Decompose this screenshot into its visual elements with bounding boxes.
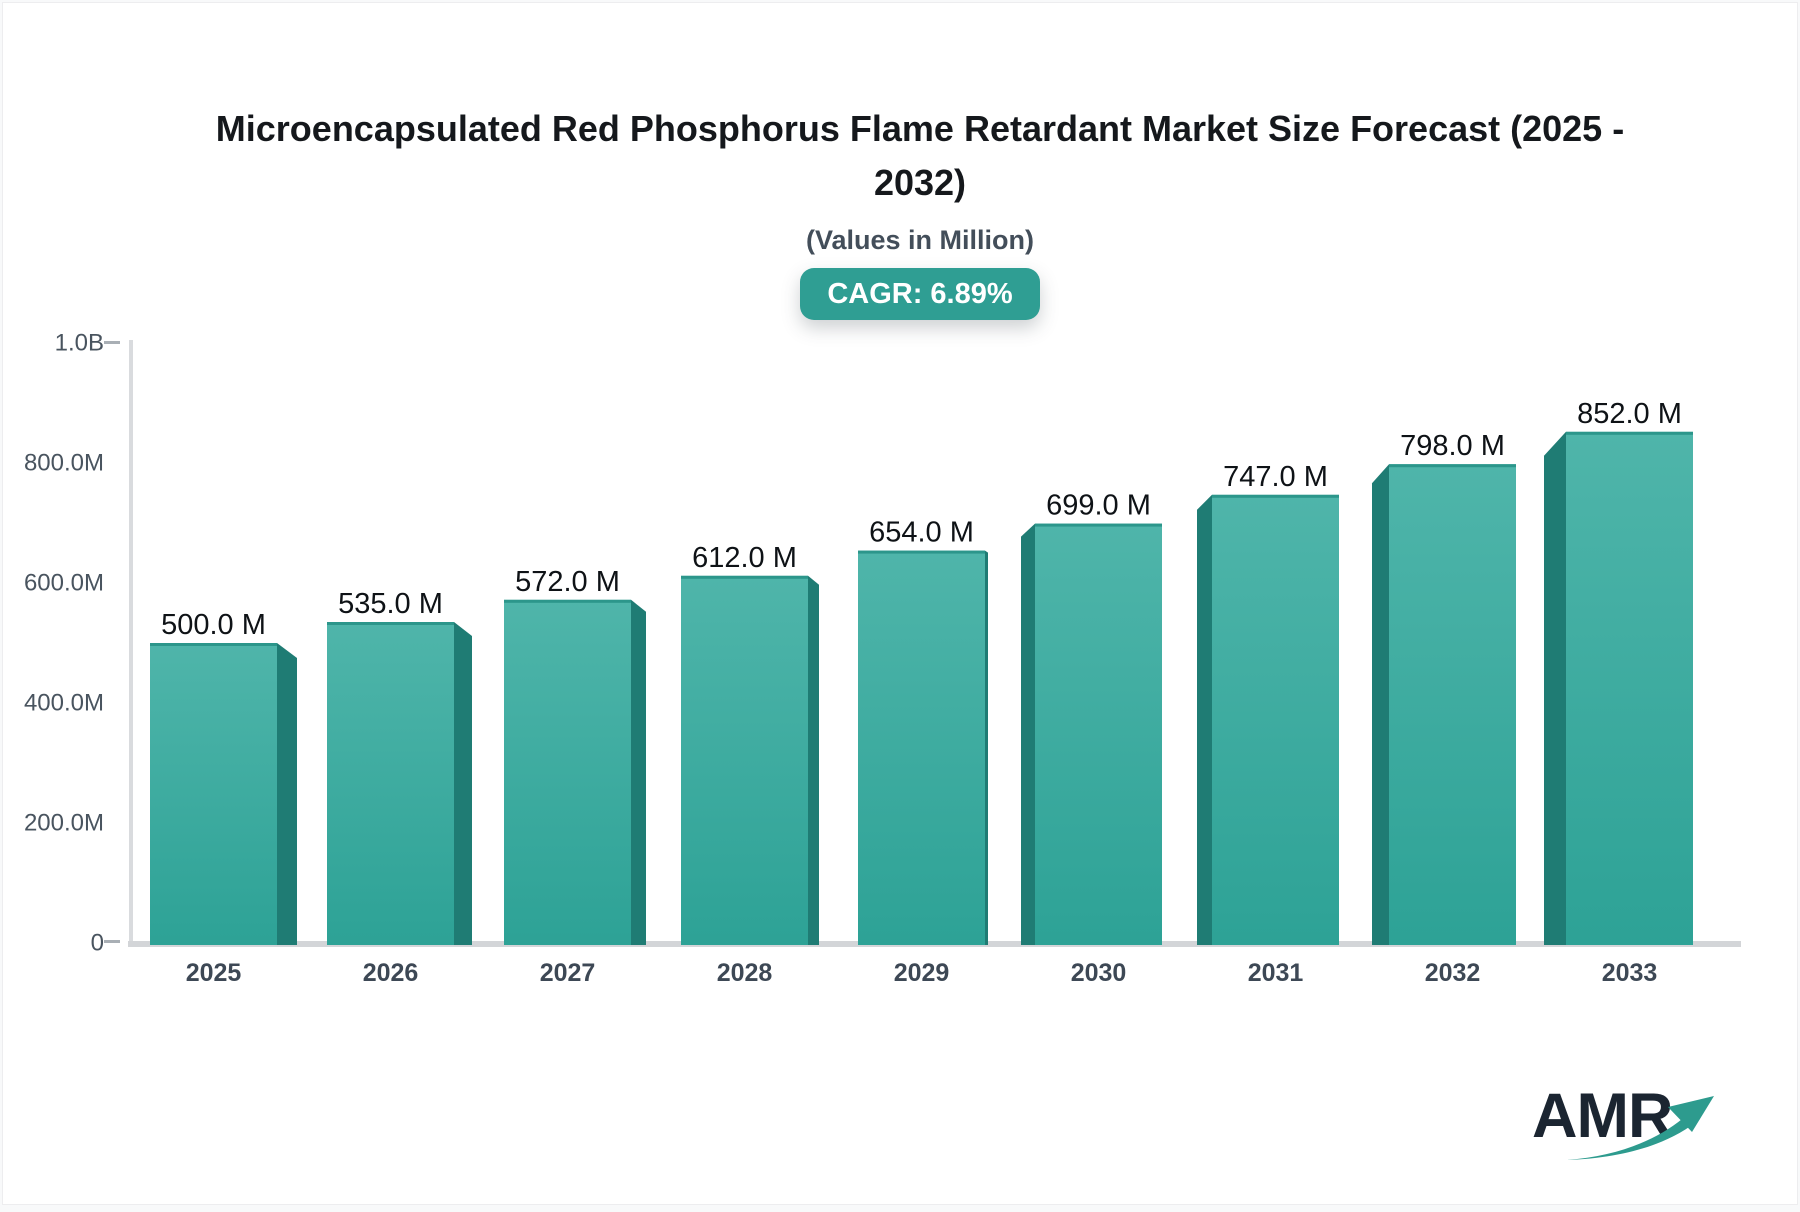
bar-value-label-2032: 798.0 M xyxy=(1400,430,1505,462)
bar-top-edge-2025 xyxy=(150,643,277,646)
x-tick-label-2026: 2026 xyxy=(363,959,419,987)
bar-value-label-2033: 852.0 M xyxy=(1577,398,1682,430)
bar-side-2030 xyxy=(1021,523,1035,945)
y-tick-label-0: 0 xyxy=(91,930,104,957)
x-tick-label-2030: 2030 xyxy=(1071,959,1127,987)
bar-2026[interactable] xyxy=(327,622,454,945)
amr-logo: AMR xyxy=(1532,1081,1722,1170)
bar-value-label-2025: 500.0 M xyxy=(161,609,266,641)
bar-side-2025 xyxy=(277,643,297,945)
y-tick-top xyxy=(104,341,120,344)
y-tick-label-800.0M: 800.0M xyxy=(24,450,104,477)
chart-title-line2: 2032) xyxy=(873,162,967,203)
x-tick-label-2028: 2028 xyxy=(717,959,773,987)
x-tick-label-2025: 2025 xyxy=(186,959,242,987)
bar-side-2032 xyxy=(1372,464,1389,945)
bar-top-edge-2026 xyxy=(327,622,454,625)
chart-subtitle: (Values in Million) xyxy=(805,225,1035,255)
cagr-badge: CAGR: 6.89% xyxy=(800,268,1040,320)
bar-side-2028 xyxy=(808,575,819,945)
y-tick-label-400.0M: 400.0M xyxy=(24,690,104,717)
bar-side-2027 xyxy=(631,599,646,945)
bar-2031[interactable] xyxy=(1212,494,1339,945)
y-axis-line xyxy=(129,340,133,947)
bar-2028[interactable] xyxy=(681,575,808,945)
amr-logo-text: AMR xyxy=(1532,1081,1673,1151)
chart-title-line1: Microencapsulated Red Phosphorus Flame R… xyxy=(215,108,1625,149)
chart-header: Microencapsulated Red Phosphorus Flame R… xyxy=(40,102,1800,320)
bar-side-2029 xyxy=(985,550,988,945)
bar-top-edge-2027 xyxy=(504,599,631,603)
x-tick-label-2033: 2033 xyxy=(1602,959,1658,987)
bar-value-label-2026: 535.0 M xyxy=(338,588,443,620)
y-tick-label-200.0M: 200.0M xyxy=(24,810,104,837)
x-tick-label-2031: 2031 xyxy=(1248,959,1304,987)
bar-value-label-2030: 699.0 M xyxy=(1046,490,1151,522)
bar-top-edge-2031 xyxy=(1212,494,1339,498)
bar-top-edge-2032 xyxy=(1389,464,1516,468)
bar-side-2033 xyxy=(1544,431,1566,945)
bar-value-label-2031: 747.0 M xyxy=(1223,461,1328,493)
bar-top-edge-2028 xyxy=(681,575,808,579)
bar-2029[interactable] xyxy=(858,550,985,945)
bar-2032[interactable] xyxy=(1389,464,1516,945)
y-tick-label-600.0M: 600.0M xyxy=(24,570,104,597)
y-tick-zero xyxy=(104,940,120,943)
bar-top-edge-2029 xyxy=(858,550,985,554)
y-tick-label-1.0B: 1.0B xyxy=(55,330,104,357)
x-tick-label-2027: 2027 xyxy=(540,959,596,987)
bar-2025[interactable] xyxy=(150,643,277,945)
bar-side-2026 xyxy=(454,622,472,945)
trend-arrow-icon xyxy=(1567,1096,1714,1160)
x-tick-label-2029: 2029 xyxy=(894,959,950,987)
bar-2030[interactable] xyxy=(1035,523,1162,945)
bar-value-label-2029: 654.0 M xyxy=(869,517,974,549)
bar-side-2031 xyxy=(1197,494,1212,945)
bar-top-edge-2030 xyxy=(1035,523,1162,527)
x-tick-label-2032: 2032 xyxy=(1425,959,1481,987)
bar-2033[interactable] xyxy=(1566,431,1693,945)
bar-2027[interactable] xyxy=(504,599,631,945)
bar-value-label-2028: 612.0 M xyxy=(692,542,797,574)
bar-value-label-2027: 572.0 M xyxy=(515,566,620,598)
bar-top-edge-2033 xyxy=(1566,431,1693,435)
